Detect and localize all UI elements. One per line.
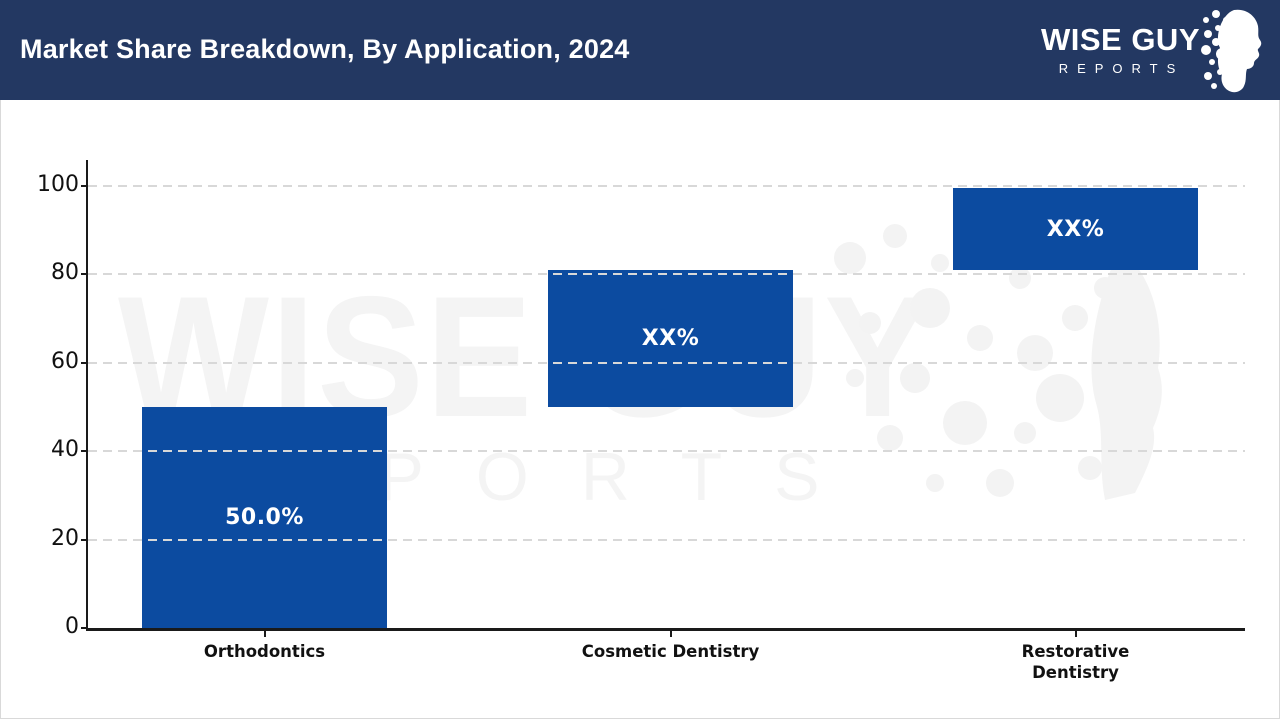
gridline <box>88 450 1245 453</box>
bar: 50.0% <box>142 407 387 628</box>
x-tick-label: Restorative Dentistry <box>1021 642 1130 682</box>
brand-wordmark: WISE GUY <box>1040 22 1200 57</box>
y-tick-label: 0 <box>65 614 79 639</box>
page-title: Market Share Breakdown, By Application, … <box>20 34 630 64</box>
header: Market Share Breakdown, By Application, … <box>0 0 1280 100</box>
y-tick-mark <box>81 538 88 541</box>
gridline <box>88 185 1245 187</box>
y-tick-label: 40 <box>51 437 79 463</box>
x-tick-mark <box>263 630 266 637</box>
x-tick-label: Orthodontics <box>203 642 326 661</box>
gridline <box>88 273 1245 276</box>
y-tick-mark <box>81 185 88 187</box>
y-tick-label: 80 <box>51 260 79 286</box>
y-tick-label: 20 <box>51 525 79 551</box>
bar-value-label: 50.0% <box>225 505 304 530</box>
y-tick-mark <box>81 627 88 629</box>
y-tick-mark <box>81 273 88 276</box>
y-tick-mark <box>81 450 88 453</box>
y-tick-label: 100 <box>37 172 79 197</box>
gridline <box>88 538 1245 541</box>
y-tick-label: 60 <box>51 348 79 374</box>
gridline <box>88 361 1245 364</box>
x-axis <box>86 628 1245 631</box>
x-tick-mark <box>669 630 672 637</box>
y-tick-mark <box>81 361 88 364</box>
brand-reports-label: REPORTS <box>1058 61 1185 76</box>
brand-head-icon <box>1201 9 1262 93</box>
bar: XX% <box>548 269 793 407</box>
x-tick-mark <box>1074 630 1077 637</box>
bar: XX% <box>953 188 1198 270</box>
bar-value-label: XX% <box>1046 216 1105 242</box>
x-tick-label: Cosmetic Dentistry <box>581 642 760 661</box>
brand-logo: WISE GUY REPORTS <box>1022 0 1272 100</box>
y-axis <box>86 160 88 630</box>
bar-value-label: XX% <box>641 325 700 351</box>
